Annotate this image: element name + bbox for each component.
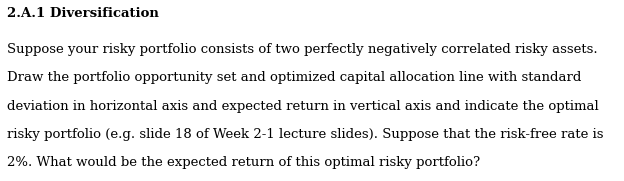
Text: risky portfolio (e.g. slide 18 of Week 2-1 lecture slides). Suppose that the ris: risky portfolio (e.g. slide 18 of Week 2… xyxy=(7,128,604,141)
Text: Suppose your risky portfolio consists of two perfectly negatively correlated ris: Suppose your risky portfolio consists of… xyxy=(7,43,598,56)
Text: Draw the portfolio opportunity set and optimized capital allocation line with st: Draw the portfolio opportunity set and o… xyxy=(7,71,582,85)
Text: 2.A.1 Diversification: 2.A.1 Diversification xyxy=(7,7,159,20)
Text: 2%. What would be the expected return of this optimal risky portfolio?: 2%. What would be the expected return of… xyxy=(7,156,480,169)
Text: deviation in horizontal axis and expected return in vertical axis and indicate t: deviation in horizontal axis and expecte… xyxy=(7,100,599,113)
